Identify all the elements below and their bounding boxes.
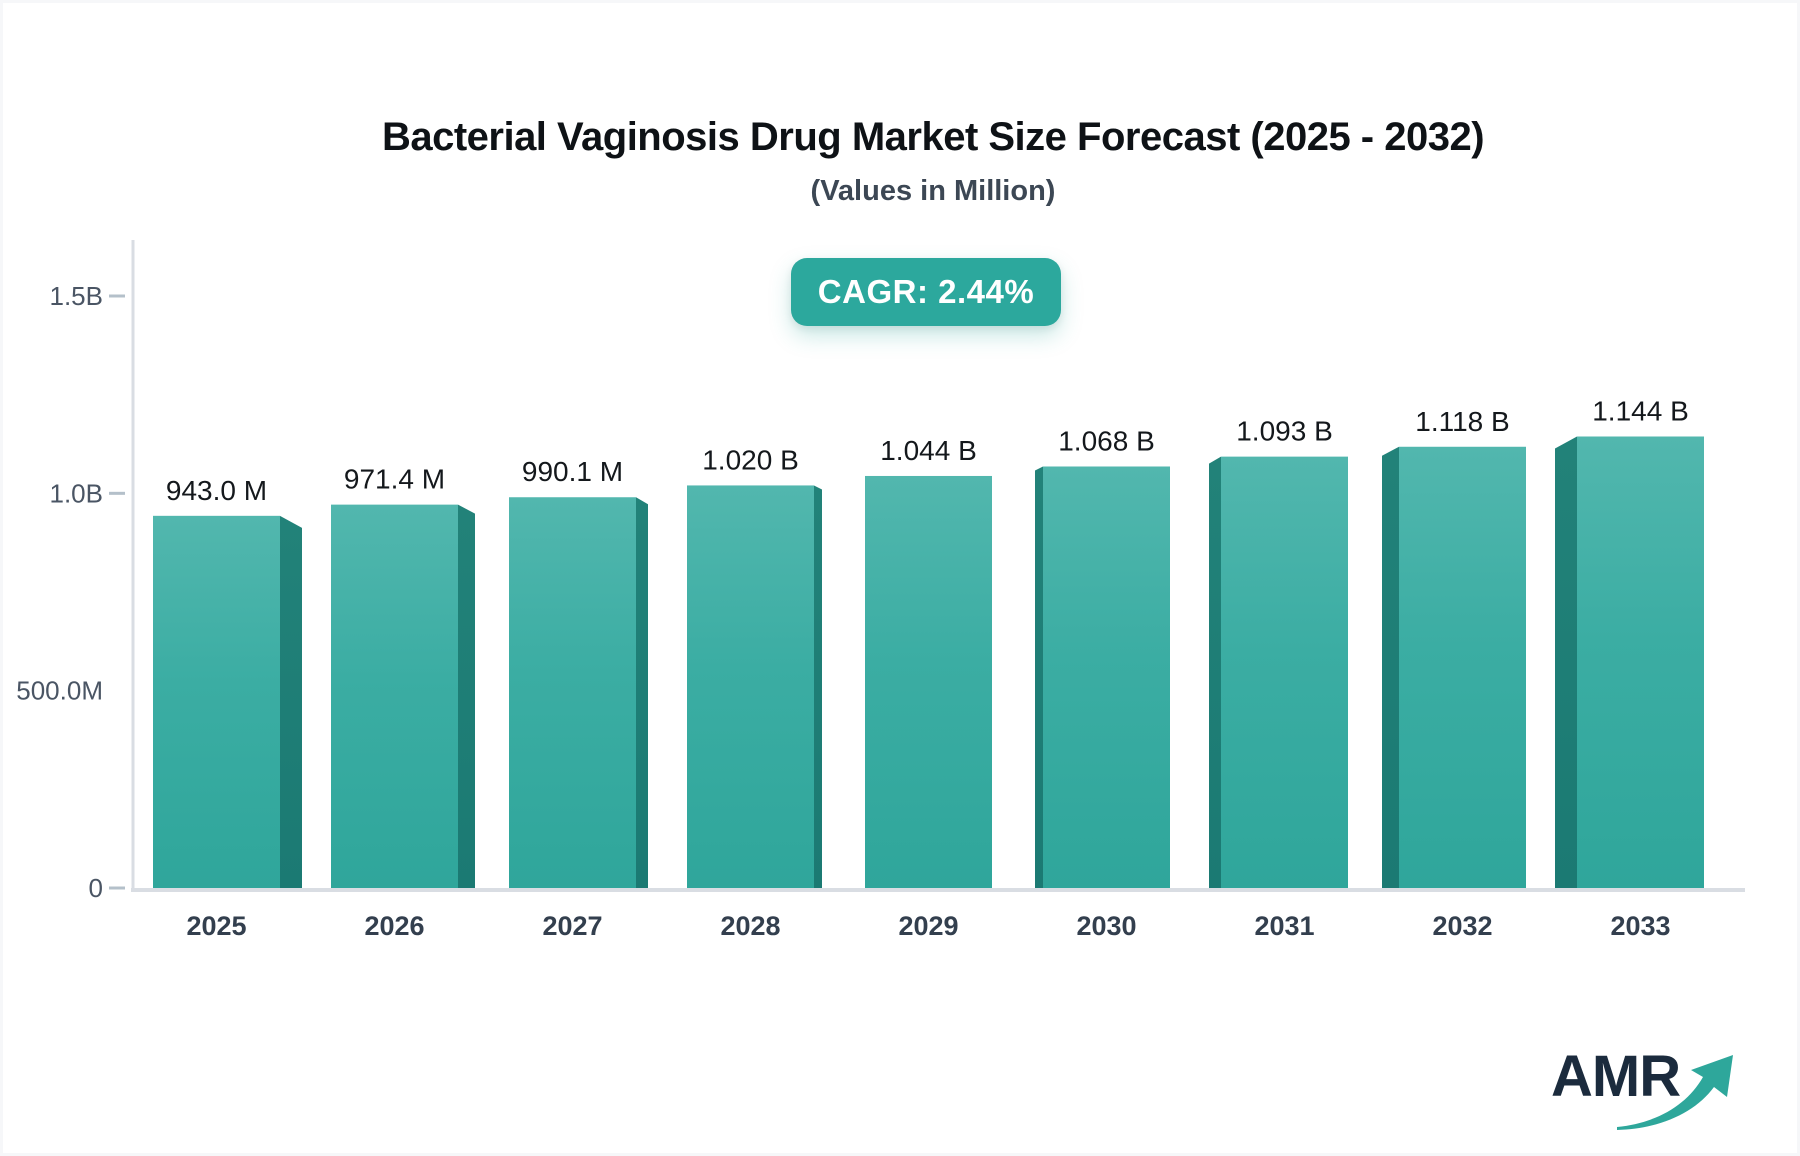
x-tick-label: 2033 <box>1610 911 1670 941</box>
x-tick-label: 2031 <box>1254 911 1314 941</box>
bar-2029 <box>865 475 992 888</box>
bar-value-label: 1.020 B <box>702 444 799 475</box>
bars <box>153 436 1704 888</box>
bar-value-label: 1.118 B <box>1415 406 1509 437</box>
y-tick-label: 1.0B <box>50 478 104 508</box>
cagr-badge: CAGR: 2.44% <box>791 258 1061 326</box>
x-tick-label: 2029 <box>898 911 958 941</box>
y-tick-dash <box>109 294 125 298</box>
x-axis-line <box>131 888 1745 892</box>
y-tick-label: 0 <box>89 873 103 903</box>
bar-2025 <box>153 515 280 888</box>
growth-arrow-icon <box>1617 1055 1733 1130</box>
bar-side-2025 <box>280 515 302 888</box>
bar-side-2030 <box>1035 466 1043 888</box>
y-tick-dash <box>109 886 125 890</box>
y-tick-label: 1.5B <box>50 281 104 311</box>
bar-value-label: 1.093 B <box>1236 416 1333 447</box>
bar-side-2031 <box>1209 456 1221 888</box>
bar-side-2033 <box>1555 436 1577 888</box>
bar-2032 <box>1399 446 1526 888</box>
bar-2033 <box>1577 436 1704 888</box>
bar-chart-plot: 1.5B 1.0B 500.0M 0 943.0 M 2025 971.4 M 2026 99… <box>16 240 1745 941</box>
bar-side-2032 <box>1382 446 1399 888</box>
chart-title: Bacterial Vaginosis Drug Market Size For… <box>381 115 1485 159</box>
bar-value-label: 1.068 B <box>1058 425 1155 456</box>
labels: 943.0 M 2025 971.4 M 2026 990.1 M 2027 1.020 B… <box>166 396 1689 941</box>
x-tick-label: 2027 <box>542 911 602 941</box>
amr-logo: AMR <box>1551 1035 1751 1130</box>
x-tick-label: 2025 <box>186 911 246 941</box>
y-tick-label: 500.0M <box>16 676 103 706</box>
x-tick-label: 2026 <box>364 911 424 941</box>
x-tick-label: 2032 <box>1432 911 1492 941</box>
bar-value-label: 1.044 B <box>880 435 977 466</box>
chart-subtitle: (Values in Million) <box>810 175 1056 207</box>
bar-side-2027 <box>636 497 648 888</box>
bar-2030 <box>1043 466 1170 888</box>
amr-logo-text: AMR <box>1551 1044 1681 1109</box>
bar-side-2026 <box>458 504 475 888</box>
bar-2027 <box>509 497 636 888</box>
y-tick-dash <box>109 491 125 495</box>
bar-2031 <box>1221 456 1348 888</box>
x-tick-label: 2028 <box>720 911 780 941</box>
axes: 1.5B 1.0B 500.0M 0 <box>16 240 1745 903</box>
cagr-badge-label: CAGR: 2.44% <box>817 273 1035 310</box>
bar-value-label: 943.0 M <box>166 475 267 506</box>
bar-value-label: 990.1 M <box>522 456 623 487</box>
bar-value-label: 971.4 M <box>344 464 445 495</box>
bar-value-label: 1.144 B <box>1592 396 1689 427</box>
y-axis-line <box>131 240 135 892</box>
bar-side-2028 <box>814 485 822 888</box>
bar-2026 <box>331 504 458 888</box>
bar-2028 <box>687 485 814 888</box>
x-tick-label: 2030 <box>1076 911 1136 941</box>
